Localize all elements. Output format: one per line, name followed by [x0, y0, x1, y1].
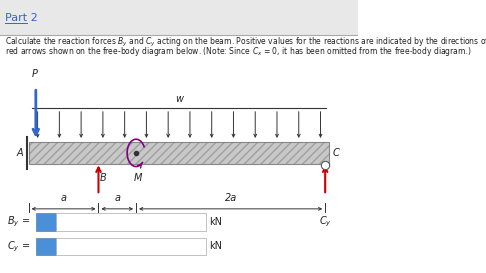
- Text: a: a: [114, 193, 120, 203]
- Text: A: A: [17, 148, 23, 158]
- Text: red arrows shown on the free-body diagram below. (Note: Since $C_x$ = 0, it has : red arrows shown on the free-body diagra…: [5, 45, 472, 58]
- FancyBboxPatch shape: [0, 0, 358, 35]
- Text: $C_y$ =: $C_y$ =: [7, 239, 31, 254]
- Text: $B_y$: $B_y$: [92, 214, 105, 229]
- Text: $B_y$ =: $B_y$ =: [7, 215, 31, 229]
- Text: kN: kN: [209, 241, 223, 251]
- FancyBboxPatch shape: [55, 213, 206, 231]
- Text: w: w: [175, 94, 183, 104]
- Text: i: i: [44, 217, 48, 227]
- FancyBboxPatch shape: [29, 142, 330, 164]
- Text: P: P: [32, 69, 37, 79]
- Text: B: B: [100, 173, 106, 183]
- Text: i: i: [44, 241, 48, 251]
- Text: a: a: [61, 193, 67, 203]
- FancyBboxPatch shape: [55, 238, 206, 255]
- Text: Part 2: Part 2: [5, 13, 38, 23]
- Text: kN: kN: [209, 217, 223, 227]
- Text: $C_y$: $C_y$: [319, 214, 331, 229]
- Text: Calculate the reaction forces $B_y$ and $C_y$ acting on the beam. Positive value: Calculate the reaction forces $B_y$ and …: [5, 36, 486, 49]
- Text: M: M: [134, 173, 142, 183]
- FancyBboxPatch shape: [36, 213, 55, 231]
- FancyBboxPatch shape: [36, 238, 55, 255]
- Text: C: C: [333, 148, 340, 158]
- Text: 2a: 2a: [225, 193, 237, 203]
